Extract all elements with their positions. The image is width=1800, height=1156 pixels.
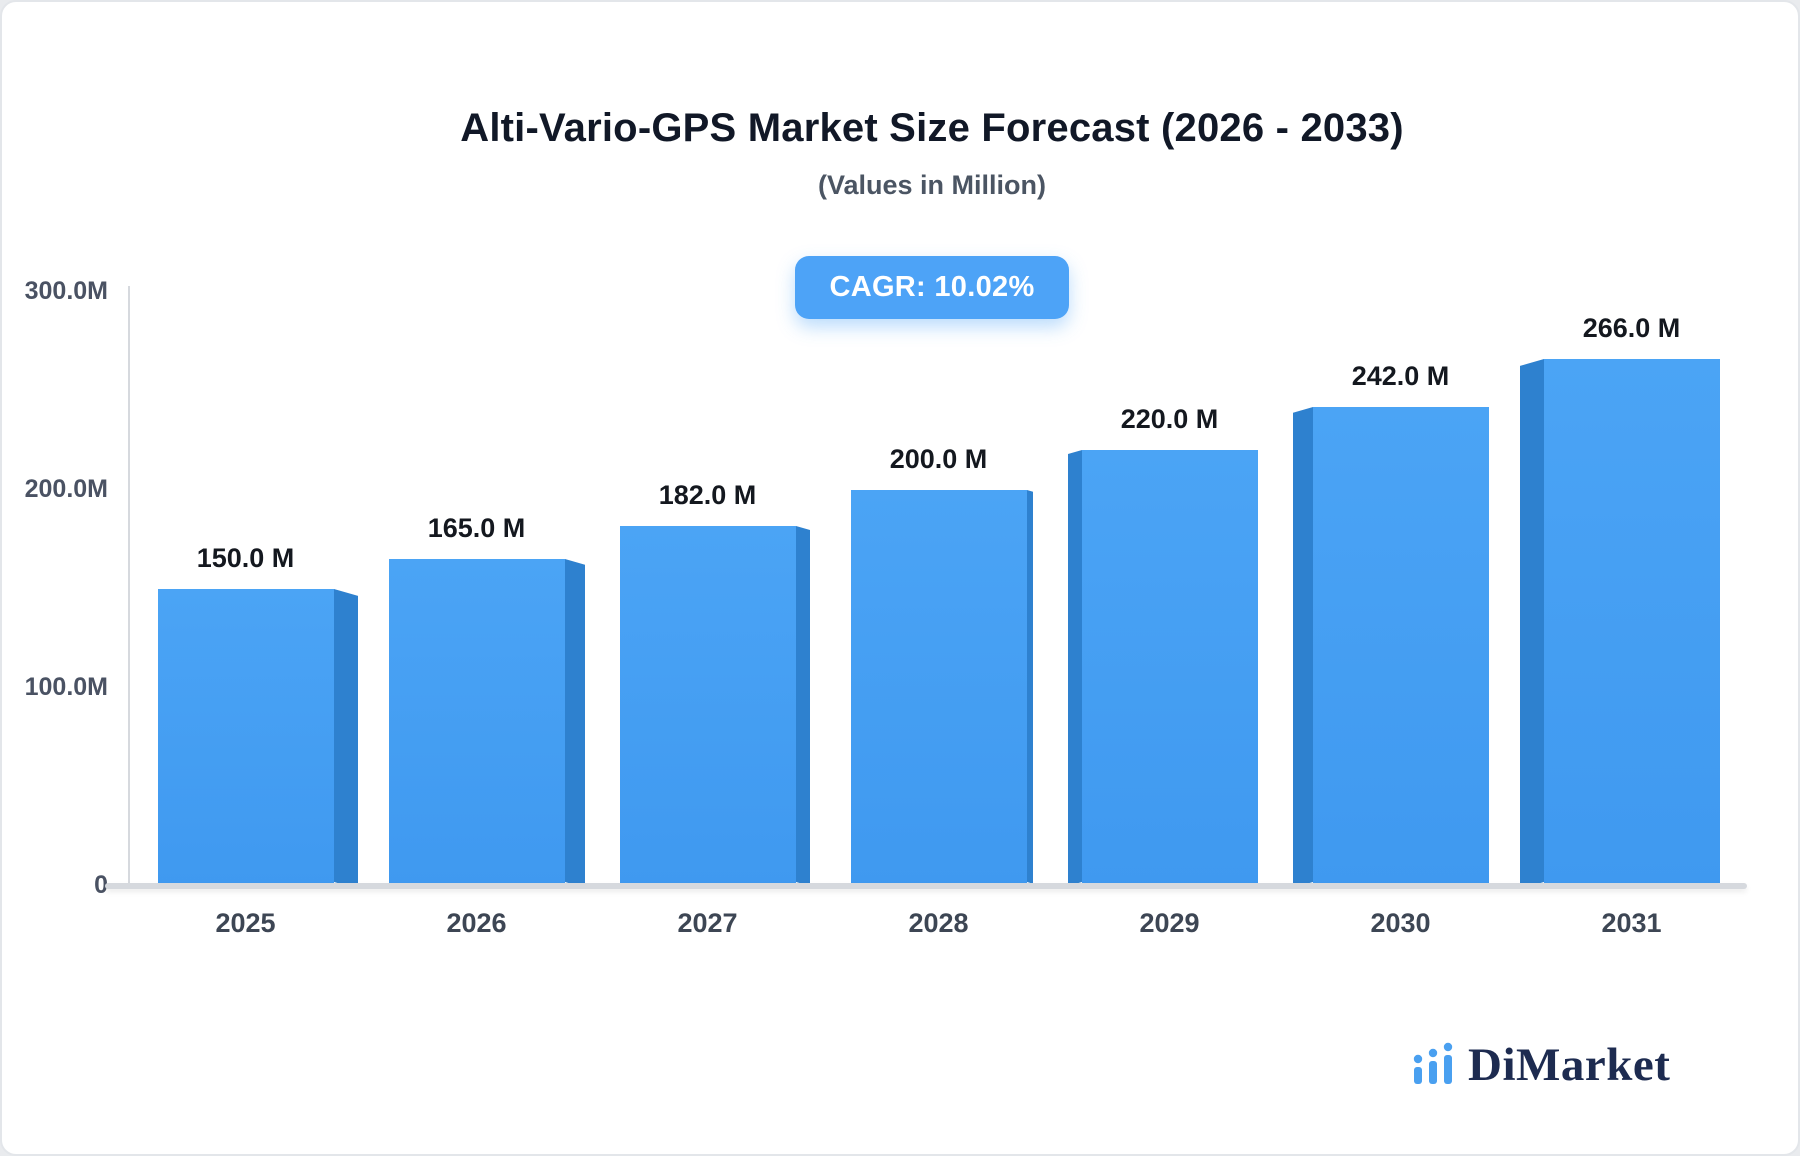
bar-side-face [564, 559, 585, 888]
x-axis-tick-label: 2028 [908, 908, 969, 938]
bar-side-face [1067, 450, 1082, 886]
x-axis-tick-label: 2026 [446, 908, 507, 938]
y-axis-label: 100.0M [24, 673, 108, 701]
bar-side-face [333, 589, 358, 889]
y-axis-label: 0 [94, 871, 108, 899]
bar-side-face [1026, 490, 1033, 884]
bar-side-face [1292, 406, 1313, 888]
bar-value-label: 150.0 M [196, 543, 295, 573]
bar-value-label: 182.0 M [658, 479, 757, 510]
bar [619, 525, 796, 886]
x-axis-tick-label: 2025 [215, 908, 276, 938]
chart-title: Alti-Vario-GPS Market Size Forecast (202… [460, 106, 1404, 150]
x-axis-tick-label: 2027 [677, 908, 738, 938]
bar [388, 559, 565, 886]
bar [1081, 450, 1258, 886]
y-axis-label: 300.0M [24, 277, 108, 305]
cagr-badge-wrap: CAGR: 10.02% [2, 256, 1798, 319]
chart-subtitle: (Values in Million) [817, 170, 1047, 200]
bar-value-label: 200.0 M [889, 444, 988, 474]
x-axis-tick-label: 2029 [1139, 908, 1200, 938]
x-axis-line [105, 883, 1747, 889]
bar-side-face [795, 525, 810, 886]
bar [157, 589, 334, 886]
bar [1312, 406, 1489, 886]
x-axis-tick-label: 2030 [1370, 908, 1431, 938]
bar-chart-icon [1413, 1042, 1453, 1084]
bar [1543, 359, 1720, 886]
y-axis-line [128, 286, 130, 886]
bar-side-face [1519, 359, 1544, 889]
bar-value-label: 266.0 M [1582, 313, 1681, 344]
bar-value-label: 220.0 M [1120, 404, 1219, 435]
bar [850, 490, 1027, 886]
bar-value-label: 165.0 M [427, 513, 526, 544]
bar-value-label: 242.0 M [1351, 360, 1450, 391]
x-axis-tick-label: 2031 [1601, 908, 1662, 938]
cagr-badge: CAGR: 10.02% [795, 256, 1069, 319]
logo-text: DiMarket [1468, 1039, 1671, 1091]
y-axis-label: 200.0M [24, 475, 108, 503]
logo: DiMarket [1410, 1038, 1670, 1092]
